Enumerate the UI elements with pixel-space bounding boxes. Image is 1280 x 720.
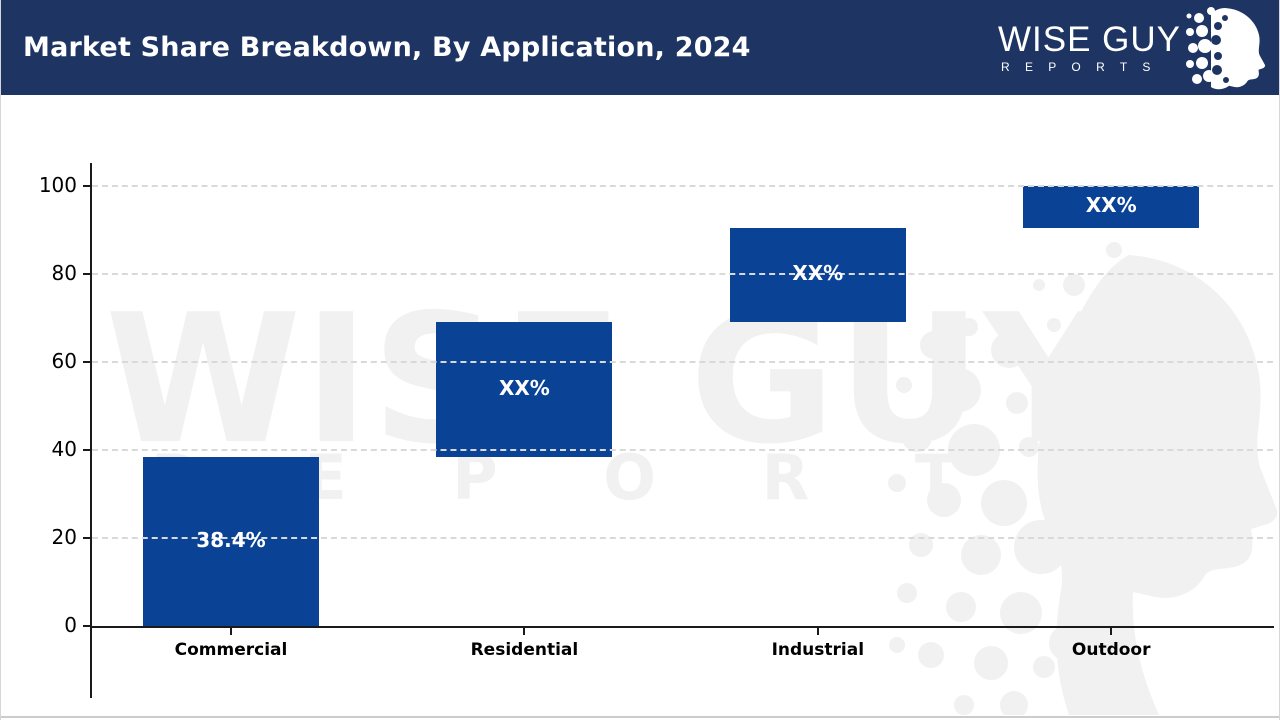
watermark-head-icon xyxy=(888,242,1278,715)
y-tick-mark xyxy=(83,185,91,187)
y-tick-label: 100 xyxy=(38,173,77,197)
brand-logo-text: WISE GUY R E P O R T S xyxy=(998,22,1181,73)
gridline-60 xyxy=(92,361,1273,363)
y-tick-label: 60 xyxy=(51,349,77,373)
y-tick-label: 80 xyxy=(51,261,77,285)
bar-outdoor xyxy=(1023,186,1200,228)
logo-subtitle: R E P O R T S xyxy=(1000,60,1157,74)
x-tick-mark xyxy=(230,628,232,635)
y-tick-mark xyxy=(83,537,91,539)
chart-area: WISE GUY R E P O R T S xyxy=(1,95,1279,717)
bar-residential xyxy=(436,321,613,458)
logo-head-icon xyxy=(1186,6,1266,89)
bar-value-label: XX% xyxy=(1085,192,1137,217)
chart-title: Market Share Breakdown, By Application, … xyxy=(23,32,751,63)
y-tick-label: 40 xyxy=(51,437,77,461)
y-tick-mark xyxy=(83,625,91,627)
logo-wordmark: WISE GUY xyxy=(997,20,1181,59)
x-category-label-industrial: Industrial xyxy=(771,640,865,660)
bar-value-label: XX% xyxy=(792,260,844,285)
x-category-label-residential: Residential xyxy=(470,640,579,660)
x-axis-line xyxy=(90,626,1274,628)
x-tick-mark xyxy=(1110,628,1113,635)
y-tick-mark xyxy=(83,273,91,275)
gridline-40 xyxy=(92,449,1273,451)
x-tick-mark xyxy=(816,628,819,635)
x-category-label-outdoor: Outdoor xyxy=(1071,640,1151,660)
bar-commercial xyxy=(143,457,319,626)
header-bar: Market Share Breakdown, By Application, … xyxy=(1,0,1279,95)
brand-logo: WISE GUY R E P O R T S xyxy=(998,4,1269,92)
y-tick-label: 20 xyxy=(51,525,77,549)
gridline-80 xyxy=(92,273,1273,275)
gridline-100 xyxy=(92,185,1273,187)
bottom-border xyxy=(1,716,1279,718)
y-tick-label: 0 xyxy=(64,613,77,637)
bar-value-label: XX% xyxy=(498,375,550,400)
y-tick-mark xyxy=(83,361,91,363)
x-category-label-commercial: Commercial xyxy=(174,640,288,660)
y-tick-mark xyxy=(83,449,91,451)
y-axis-line xyxy=(90,163,92,698)
bar-value-label: 38.4% xyxy=(196,527,266,552)
x-tick-mark xyxy=(523,628,526,635)
gridline-20 xyxy=(92,537,1273,539)
